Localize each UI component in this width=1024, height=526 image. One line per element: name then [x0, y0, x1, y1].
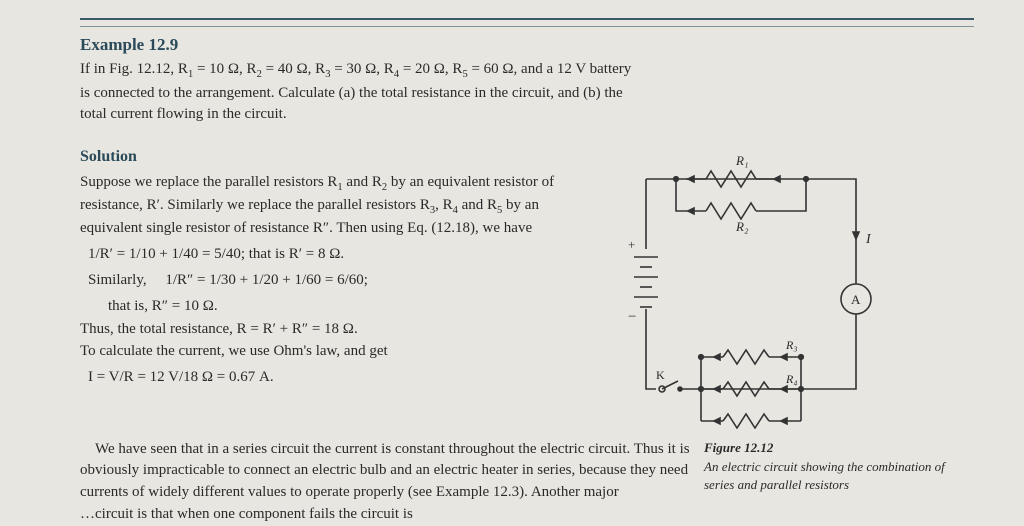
solution-heading: Solution	[80, 145, 590, 168]
top-rule-thin	[80, 26, 974, 27]
problem-text: If in Fig. 12.12, R1 = 10 Ω, R2 = 40 Ω, …	[80, 59, 640, 125]
svg-text:−: −	[628, 309, 636, 325]
label-a: A	[851, 292, 861, 307]
label-r4: R₄	[785, 372, 798, 386]
figure-caption: An electric circuit showing the combinat…	[704, 458, 974, 496]
post-paragraph: We have seen that in a series circuit th…	[80, 439, 690, 526]
svg-text:+: +	[628, 237, 635, 252]
calc-rdoubleprime-result: that is, R″ = 10 Ω.	[108, 296, 590, 318]
calc-current: I = V/R = 12 V/18 Ω = 0.67 A.	[88, 367, 590, 389]
example-title: Example 12.9	[80, 35, 974, 55]
solution-ohm: To calculate the current, we use Ohm's l…	[80, 341, 590, 363]
solution-para1: Suppose we replace the parallel resistor…	[80, 172, 590, 240]
label-r2: R₂	[735, 219, 749, 234]
top-rule	[80, 18, 974, 20]
circuit-diagram: + − R₁ R₂ R₃ R₄ R₅ I A K	[606, 139, 896, 429]
label-r1: R₁	[735, 153, 748, 168]
figure-label: Figure 12.12	[704, 439, 974, 458]
calc-rprime: 1/R′ = 1/10 + 1/40 = 5/40; that is R′ = …	[88, 244, 590, 266]
calc-rdoubleprime: 1/R″ = 1/30 + 1/20 + 1/60 = 6/60;	[165, 272, 368, 288]
label-r5: R₅	[743, 428, 756, 429]
calc-similarly: Similarly,	[88, 272, 147, 288]
label-r3: R₃	[785, 338, 798, 352]
label-i: I	[865, 232, 872, 247]
solution-total: Thus, the total resistance, R = R′ + R″ …	[80, 319, 590, 341]
label-k: K	[656, 368, 665, 382]
